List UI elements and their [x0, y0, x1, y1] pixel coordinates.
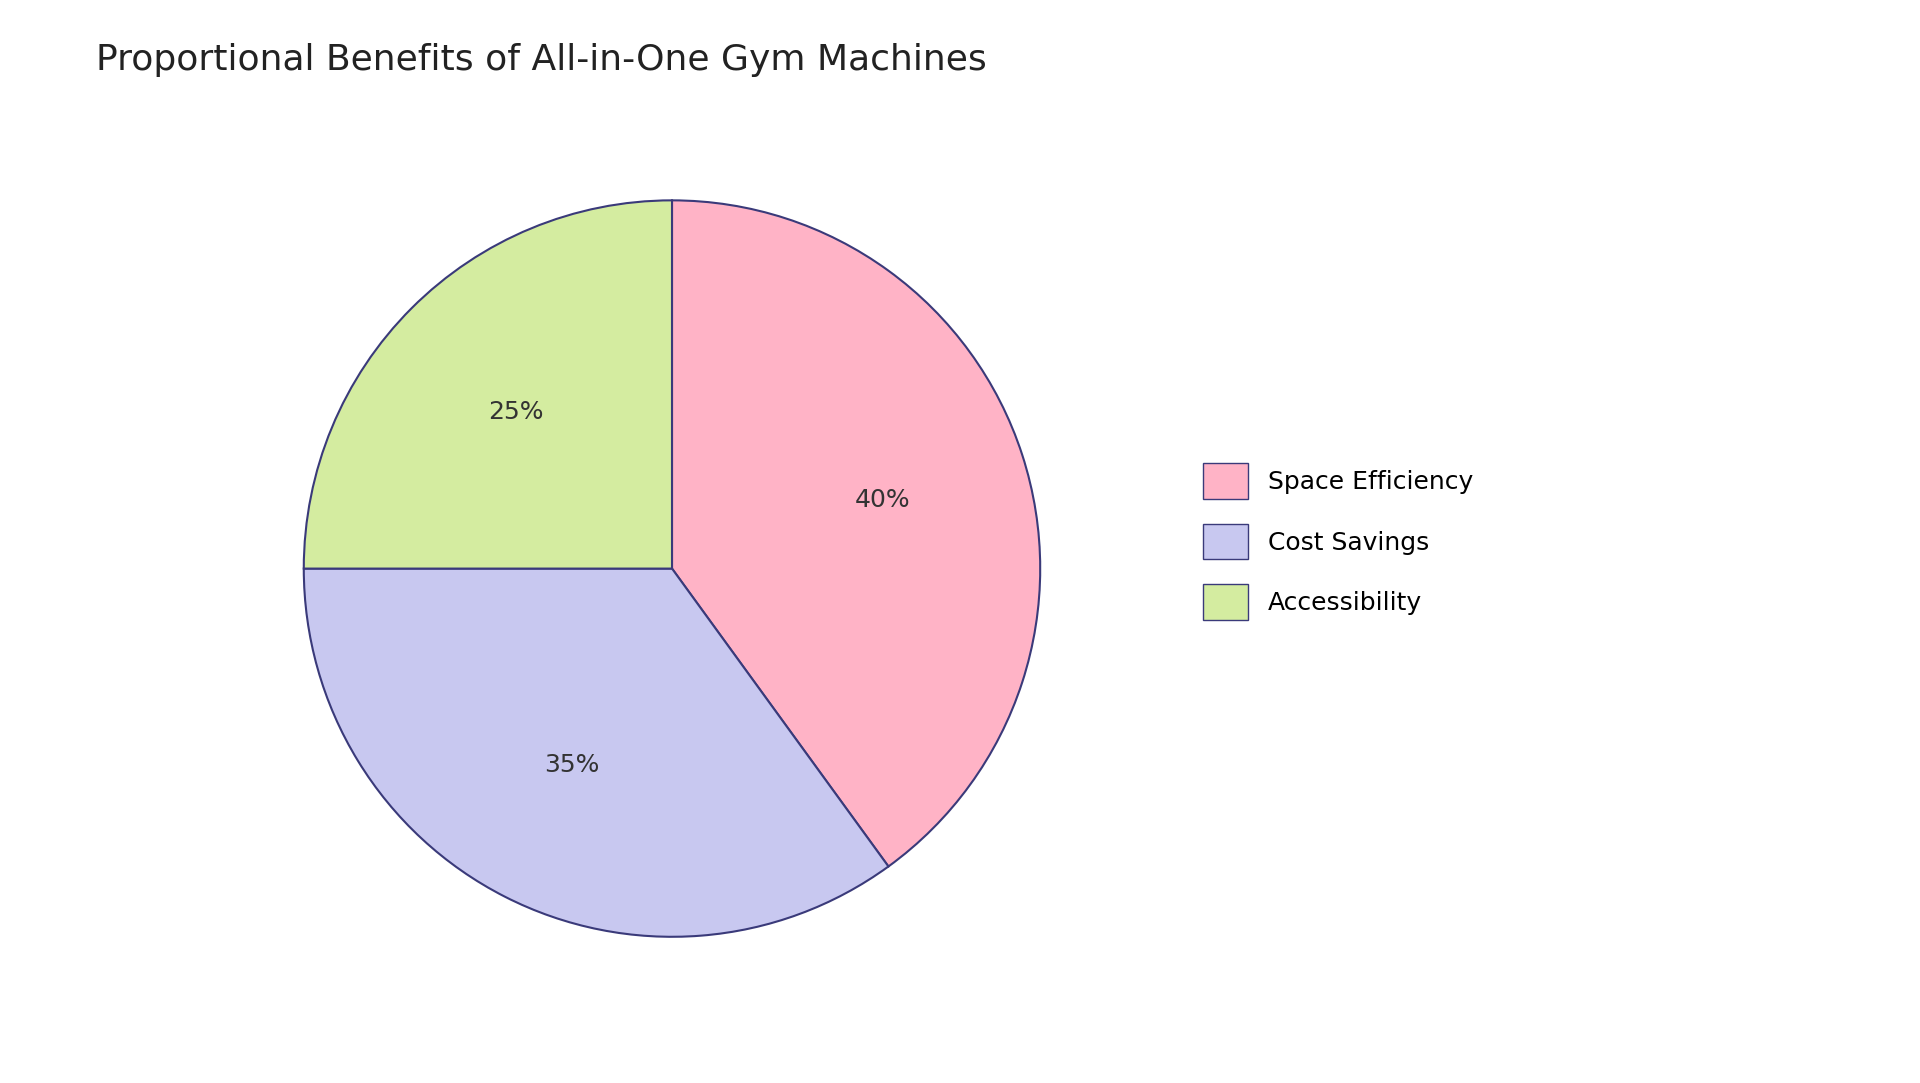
Text: 25%: 25%: [488, 401, 543, 425]
Wedge shape: [672, 200, 1041, 866]
Text: Proportional Benefits of All-in-One Gym Machines: Proportional Benefits of All-in-One Gym …: [96, 43, 987, 77]
Text: 40%: 40%: [854, 488, 910, 512]
Legend: Space Efficiency, Cost Savings, Accessibility: Space Efficiency, Cost Savings, Accessib…: [1204, 464, 1473, 619]
Wedge shape: [303, 569, 889, 937]
Wedge shape: [303, 200, 672, 569]
Text: 35%: 35%: [543, 754, 599, 778]
